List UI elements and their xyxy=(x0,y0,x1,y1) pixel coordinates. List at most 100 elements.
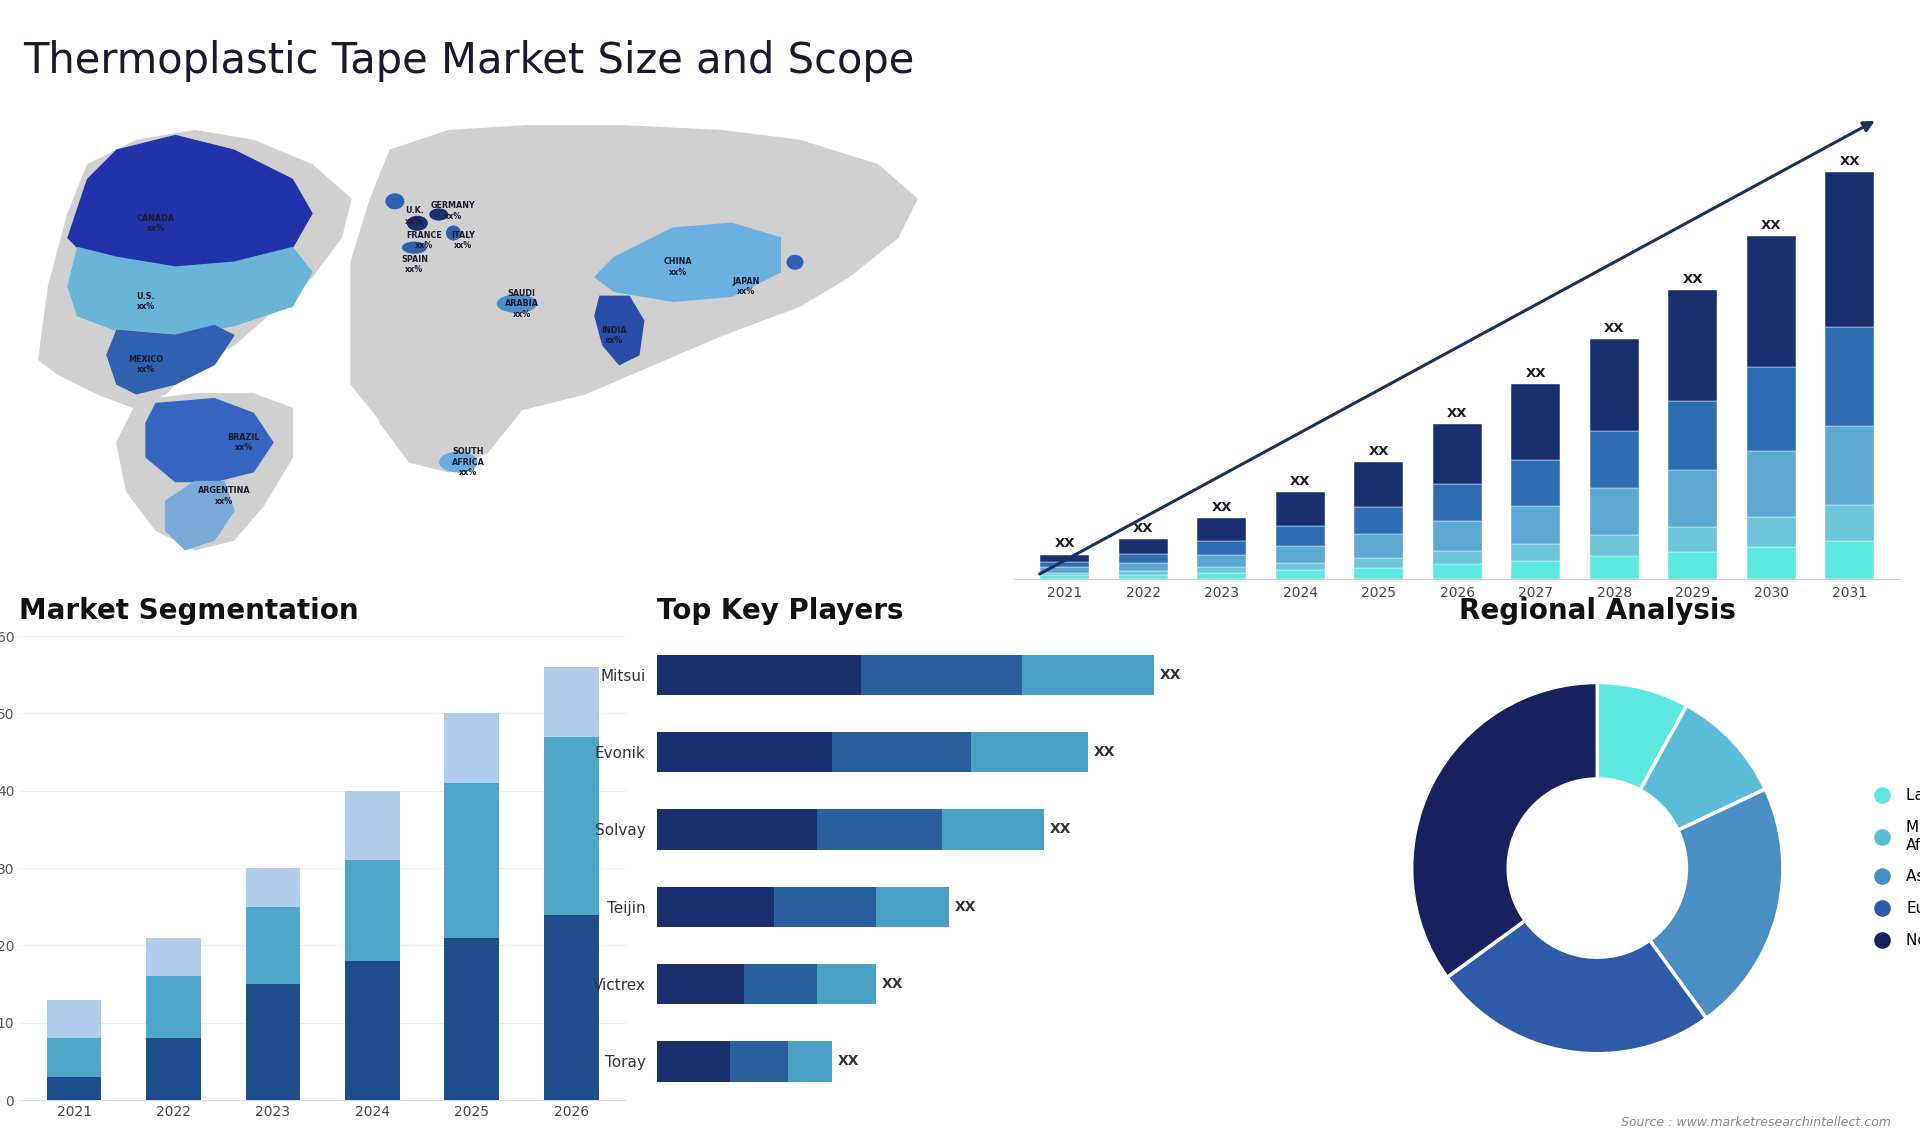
Title: Regional Analysis: Regional Analysis xyxy=(1459,597,1736,626)
Bar xyxy=(1041,555,1089,563)
Bar xyxy=(246,984,300,1100)
Text: XX: XX xyxy=(1761,219,1782,231)
Ellipse shape xyxy=(407,217,426,230)
Bar xyxy=(1354,567,1404,579)
Text: Thermoplastic Tape Market Size and Scope: Thermoplastic Tape Market Size and Scope xyxy=(23,40,914,83)
Bar xyxy=(1354,462,1404,508)
Bar xyxy=(444,937,499,1100)
Bar xyxy=(1590,339,1638,431)
Bar xyxy=(1668,527,1716,552)
Bar xyxy=(1041,573,1089,575)
Bar xyxy=(657,964,745,1004)
Ellipse shape xyxy=(386,194,403,209)
Bar xyxy=(789,1042,831,1082)
Text: CANADA
xx%: CANADA xx% xyxy=(136,213,175,233)
Bar xyxy=(1747,236,1795,367)
Polygon shape xyxy=(117,394,292,550)
Bar xyxy=(730,1042,789,1082)
Polygon shape xyxy=(351,126,918,433)
Bar xyxy=(745,964,818,1004)
Text: XX: XX xyxy=(954,900,977,913)
Bar xyxy=(1747,547,1795,579)
Bar xyxy=(346,791,399,861)
Bar xyxy=(1432,424,1482,484)
Bar xyxy=(972,732,1089,772)
Text: XX: XX xyxy=(1369,445,1388,458)
Bar xyxy=(246,869,300,906)
Polygon shape xyxy=(67,135,311,267)
Text: XX: XX xyxy=(837,1054,860,1068)
Ellipse shape xyxy=(787,256,803,269)
Text: XX: XX xyxy=(1050,823,1071,837)
Bar xyxy=(862,654,1021,694)
Bar xyxy=(1511,505,1561,544)
Bar xyxy=(46,1077,102,1100)
Bar xyxy=(1041,563,1089,567)
Text: U.K.
xx%: U.K. xx% xyxy=(405,206,424,226)
Bar xyxy=(943,809,1044,849)
Bar xyxy=(146,976,202,1038)
Text: SPAIN
xx%: SPAIN xx% xyxy=(401,254,428,274)
Text: ITALY
xx%: ITALY xx% xyxy=(451,230,474,250)
Bar xyxy=(346,861,399,961)
Bar xyxy=(46,1038,102,1077)
Text: SOUTH
AFRICA
xx%: SOUTH AFRICA xx% xyxy=(451,447,484,477)
Polygon shape xyxy=(595,223,780,301)
Bar xyxy=(1119,572,1167,575)
Text: XX: XX xyxy=(1839,155,1860,167)
Bar xyxy=(1119,563,1167,572)
Text: MEXICO
xx%: MEXICO xx% xyxy=(129,355,163,375)
Text: XX: XX xyxy=(881,978,904,991)
Text: XX: XX xyxy=(1603,322,1624,335)
Bar xyxy=(1826,541,1874,579)
Bar xyxy=(1021,654,1154,694)
Bar xyxy=(657,732,831,772)
Bar xyxy=(657,887,774,927)
Bar xyxy=(831,732,972,772)
Circle shape xyxy=(1509,779,1686,957)
Polygon shape xyxy=(146,399,273,481)
Bar xyxy=(1277,564,1325,571)
Text: GERMANY
xx%: GERMANY xx% xyxy=(432,202,476,221)
Bar xyxy=(876,887,948,927)
Text: XX: XX xyxy=(1160,668,1181,682)
Bar xyxy=(146,1038,202,1100)
Text: XX: XX xyxy=(1054,537,1075,550)
Text: XX: XX xyxy=(1133,521,1154,535)
Text: BRAZIL
xx%: BRAZIL xx% xyxy=(227,433,259,453)
Bar xyxy=(543,737,599,915)
Wedge shape xyxy=(1448,920,1707,1054)
Polygon shape xyxy=(371,262,545,472)
Bar xyxy=(1119,539,1167,554)
Bar xyxy=(1590,556,1638,579)
Bar xyxy=(1511,560,1561,579)
Bar xyxy=(1668,470,1716,527)
Bar xyxy=(1747,367,1795,450)
Bar xyxy=(657,809,818,849)
Bar xyxy=(1277,545,1325,564)
Bar xyxy=(1041,575,1089,579)
Text: JAPAN
xx%: JAPAN xx% xyxy=(733,277,760,297)
Text: MARKET
RESEARCH
INTELLECT: MARKET RESEARCH INTELLECT xyxy=(1768,41,1830,77)
Bar xyxy=(146,937,202,976)
Bar xyxy=(1354,534,1404,558)
Text: FRANCE
xx%: FRANCE xx% xyxy=(407,230,442,250)
Bar xyxy=(818,964,876,1004)
Bar xyxy=(1432,484,1482,520)
Bar xyxy=(1590,488,1638,535)
Wedge shape xyxy=(1649,790,1784,1019)
Bar xyxy=(1826,426,1874,505)
Bar xyxy=(1747,450,1795,517)
Bar xyxy=(1354,558,1404,567)
Text: Source : www.marketresearchintellect.com: Source : www.marketresearchintellect.com xyxy=(1620,1116,1891,1129)
Polygon shape xyxy=(595,297,643,364)
Bar xyxy=(1590,431,1638,488)
Bar xyxy=(1747,517,1795,547)
Bar xyxy=(1041,567,1089,573)
Legend: Type, Application, Geography: Type, Application, Geography xyxy=(647,653,791,746)
Bar xyxy=(444,714,499,783)
Bar xyxy=(657,654,862,694)
Polygon shape xyxy=(67,248,311,336)
Wedge shape xyxy=(1597,683,1688,790)
Text: XX: XX xyxy=(1094,745,1116,759)
